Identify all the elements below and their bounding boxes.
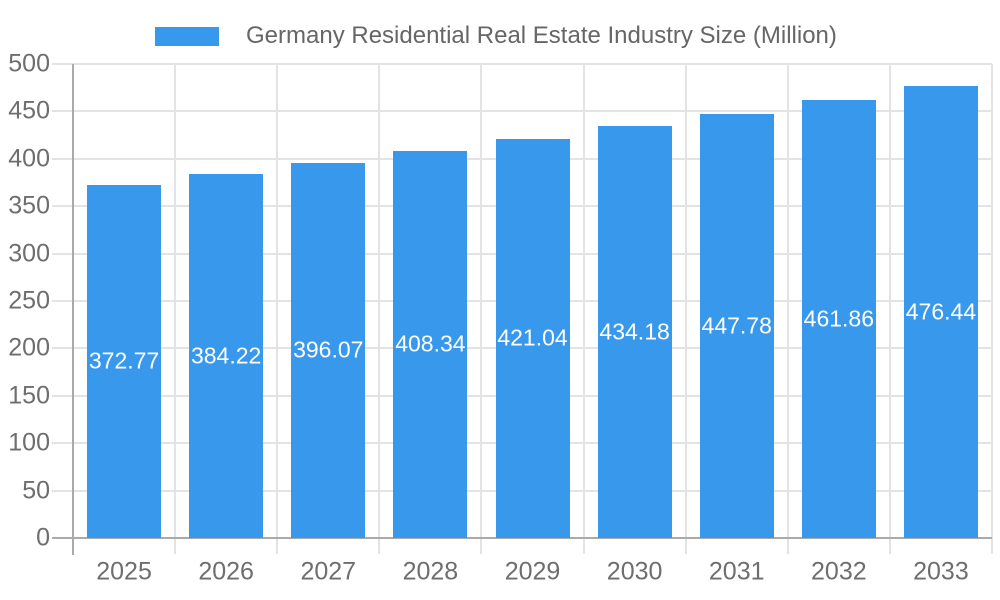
gridline-vertical bbox=[480, 64, 483, 554]
bar-value-label: 396.07 bbox=[293, 336, 364, 363]
bar[interactable] bbox=[291, 162, 366, 538]
x-tick-label: 2030 bbox=[606, 557, 663, 586]
y-tick-label: 350 bbox=[8, 191, 50, 220]
bar[interactable] bbox=[903, 86, 978, 538]
gridline-vertical bbox=[276, 64, 279, 554]
x-axis-line bbox=[52, 537, 992, 539]
bar-value-label: 421.04 bbox=[497, 324, 568, 351]
y-tick-label: 500 bbox=[8, 49, 50, 78]
bar[interactable] bbox=[699, 113, 774, 538]
y-tick-label: 400 bbox=[8, 144, 50, 173]
chart-legend[interactable]: Germany Residential Real Estate Industry… bbox=[155, 24, 837, 48]
gridline-horizontal bbox=[52, 63, 992, 65]
bar[interactable] bbox=[597, 126, 672, 538]
y-tick-label: 50 bbox=[22, 476, 50, 505]
gridline-vertical bbox=[888, 64, 891, 554]
y-tick-label: 300 bbox=[8, 239, 50, 268]
bar-value-label: 372.77 bbox=[88, 347, 160, 374]
y-tick-label: 0 bbox=[36, 523, 50, 552]
y-tick-label: 450 bbox=[8, 96, 50, 125]
x-tick-label: 2032 bbox=[811, 557, 867, 586]
y-axis-line bbox=[72, 64, 74, 555]
y-tick-label: 150 bbox=[8, 381, 50, 410]
legend-swatch bbox=[155, 26, 219, 46]
x-tick-label: 2027 bbox=[300, 557, 357, 586]
gridline-vertical bbox=[786, 64, 789, 554]
y-tick-label: 250 bbox=[8, 286, 50, 315]
gridline-vertical bbox=[684, 64, 687, 554]
y-tick-label: 100 bbox=[8, 428, 50, 457]
gridline-vertical bbox=[582, 64, 585, 554]
gridline-horizontal bbox=[52, 110, 992, 113]
x-tick-label: 2026 bbox=[198, 557, 254, 586]
bar[interactable] bbox=[801, 100, 876, 538]
bar-value-label: 384.22 bbox=[190, 342, 262, 369]
x-tick-label: 2029 bbox=[504, 557, 561, 586]
bar-value-label: 447.78 bbox=[701, 312, 772, 339]
gridline-vertical bbox=[991, 64, 993, 554]
bar-value-label: 476.44 bbox=[905, 298, 977, 325]
bar[interactable] bbox=[495, 138, 570, 538]
bar-value-label: 434.18 bbox=[599, 318, 670, 345]
x-tick-label: 2025 bbox=[96, 557, 152, 586]
bar[interactable] bbox=[189, 173, 264, 538]
gridline-vertical bbox=[174, 64, 177, 554]
y-tick-label: 200 bbox=[8, 333, 50, 362]
x-tick-label: 2031 bbox=[708, 557, 765, 586]
x-tick-label: 2028 bbox=[402, 557, 459, 586]
x-tick-label: 2033 bbox=[913, 557, 969, 586]
bar-value-label: 461.86 bbox=[803, 305, 875, 332]
gridline-vertical bbox=[378, 64, 381, 554]
bar[interactable] bbox=[87, 184, 162, 538]
bar-value-label: 408.34 bbox=[395, 330, 466, 357]
bar[interactable] bbox=[393, 150, 468, 538]
legend-label: Germany Residential Real Estate Industry… bbox=[246, 22, 837, 49]
